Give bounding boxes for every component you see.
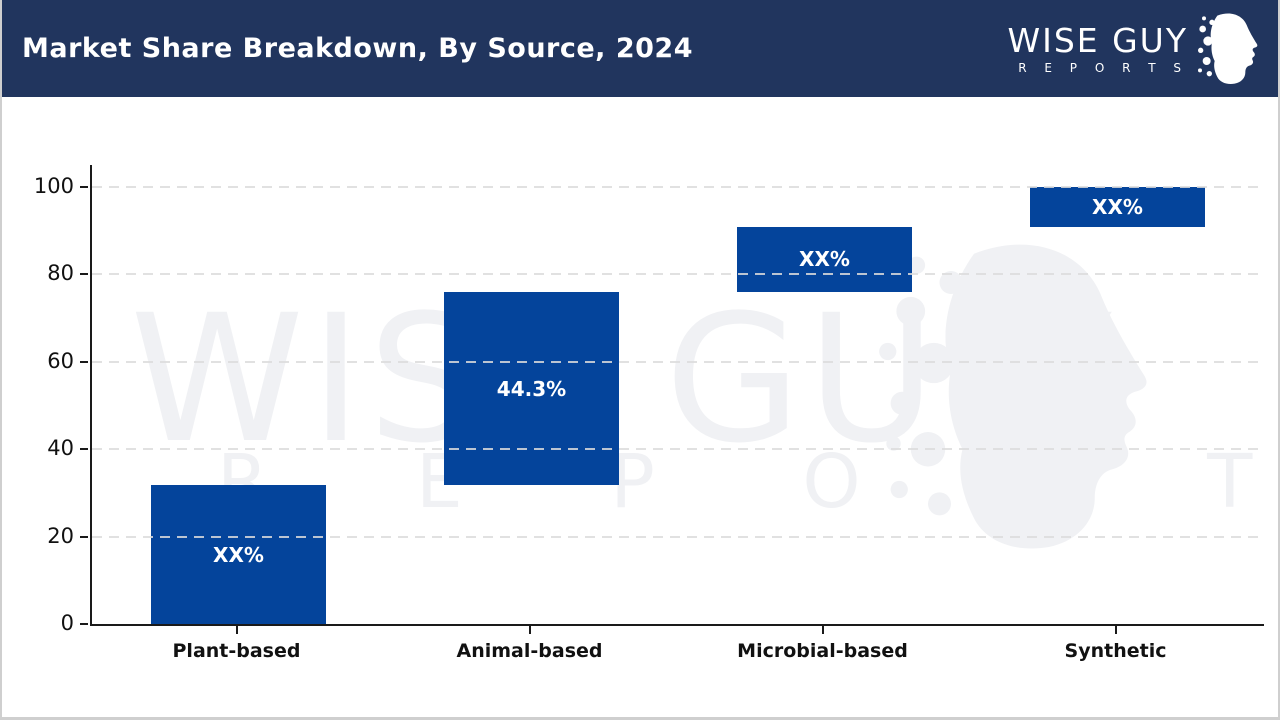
x-tick-label: Animal-based xyxy=(456,640,603,662)
x-tick-mark xyxy=(528,626,531,634)
y-tick-mark xyxy=(80,535,88,538)
y-tick-label: 100 xyxy=(33,173,74,198)
chart-title: Market Share Breakdown, By Source, 2024 xyxy=(22,33,693,64)
plot-area: XX% 44.3% XX% XX% xyxy=(90,165,1264,626)
y-tick-label: 80 xyxy=(47,261,74,286)
x-tick-label: Synthetic xyxy=(1064,640,1167,662)
bar-label: XX% xyxy=(213,542,264,567)
bars-layer: XX% 44.3% XX% XX% xyxy=(92,165,1264,624)
brand-logo: WISE GUY R E P O R T S xyxy=(1007,8,1264,90)
chart-canvas: WISE GU·Y R E P O R T S XX%44.3%XX%XX% 0… xyxy=(2,97,1278,717)
bar: XX% xyxy=(736,226,913,292)
x-tick-label: Microbial-based xyxy=(737,640,908,662)
x-tick-mark xyxy=(821,626,824,634)
brand-head-icon xyxy=(1198,13,1258,85)
brand-logo-text: WISE GUY R E P O R T S xyxy=(1007,20,1188,75)
bar-label: XX% xyxy=(1092,194,1143,219)
y-tick-mark xyxy=(80,623,88,625)
y-tick-label: 40 xyxy=(47,436,74,461)
y-tick-mark xyxy=(80,360,88,363)
y-tick-label: 20 xyxy=(47,523,74,548)
bar: XX% xyxy=(1029,186,1206,227)
x-tick-mark xyxy=(1114,626,1117,634)
y-tick-mark xyxy=(80,273,88,276)
bar: 44.3% xyxy=(443,291,620,486)
y-tick-label: 60 xyxy=(47,348,74,373)
x-tick-mark xyxy=(235,626,238,634)
bar-label: XX% xyxy=(799,247,850,272)
bar-label: 44.3% xyxy=(496,376,567,401)
y-tick-label: 0 xyxy=(60,611,74,635)
watermark-head-icon xyxy=(879,244,1147,549)
header-bar: Market Share Breakdown, By Source, 2024 … xyxy=(2,0,1278,97)
brand-name: WISE GUY xyxy=(1007,20,1188,60)
x-tick-label: Plant-based xyxy=(172,640,301,662)
y-tick-mark xyxy=(80,448,88,451)
y-tick-mark xyxy=(80,185,88,188)
watermark-wordmark: WISE GU·Y xyxy=(130,277,1118,482)
brand-sub: R E P O R T S xyxy=(1018,60,1188,75)
bar: XX% xyxy=(150,485,327,624)
